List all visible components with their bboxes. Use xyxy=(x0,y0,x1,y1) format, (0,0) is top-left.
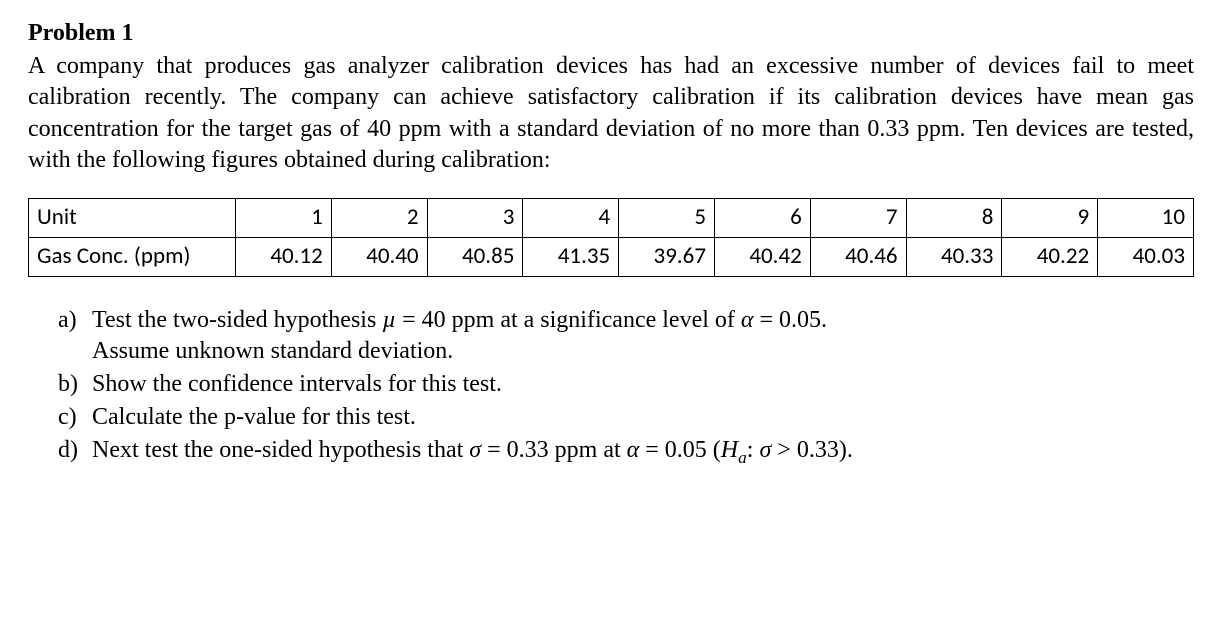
cell: 10 xyxy=(1098,198,1194,237)
cell: 8 xyxy=(906,198,1002,237)
text: Test the two-sided hypothesis xyxy=(92,307,382,333)
cell: 41.35 xyxy=(523,237,619,276)
row-label-unit: Unit xyxy=(29,198,236,237)
text: = 0.33 ppm xyxy=(481,437,597,463)
text: Next test the one-sided hypothesis that xyxy=(92,437,469,463)
question-label: b) xyxy=(58,369,92,400)
cell: 40.46 xyxy=(810,237,906,276)
text: = 0.05 xyxy=(639,437,713,463)
question-label: c) xyxy=(58,402,92,433)
cell: 9 xyxy=(1002,198,1098,237)
cell: 3 xyxy=(427,198,523,237)
question-a: a) Test the two-sided hypothesis µ = 40 … xyxy=(58,305,1194,367)
text: > 0.33 xyxy=(771,437,839,463)
cell: 40.40 xyxy=(331,237,427,276)
text: = 0.05 xyxy=(754,307,822,333)
cell: 40.42 xyxy=(714,237,810,276)
data-table: Unit 1 2 3 4 5 6 7 8 9 10 Gas Conc. (ppm… xyxy=(28,198,1194,277)
text: = 40 ppm xyxy=(396,307,494,333)
question-text: Test the two-sided hypothesis µ = 40 ppm… xyxy=(92,305,1194,367)
question-d: d) Next test the one-sided hypothesis th… xyxy=(58,435,1194,469)
row-label-conc: Gas Conc. (ppm) xyxy=(29,237,236,276)
mu-symbol: µ xyxy=(382,307,396,333)
questions-list: a) Test the two-sided hypothesis µ = 40 … xyxy=(28,305,1194,470)
text: at xyxy=(597,437,626,463)
question-c: c) Calculate the p-value for this test. xyxy=(58,402,1194,433)
text: at a significance level of xyxy=(494,307,741,333)
cell: 40.03 xyxy=(1098,237,1194,276)
cell: 39.67 xyxy=(619,237,715,276)
question-text: Show the confidence intervals for this t… xyxy=(92,369,1194,400)
alpha-symbol: α xyxy=(627,437,640,463)
text: : xyxy=(747,437,760,463)
question-a-line2: Assume unknown standard deviation. xyxy=(92,336,1194,367)
alpha-symbol: α xyxy=(741,307,754,333)
H-symbol: H xyxy=(721,437,738,463)
cell: 40.85 xyxy=(427,237,523,276)
question-label: a) xyxy=(58,305,92,336)
table-row: Gas Conc. (ppm) 40.12 40.40 40.85 41.35 … xyxy=(29,237,1194,276)
table-row: Unit 1 2 3 4 5 6 7 8 9 10 xyxy=(29,198,1194,237)
text: . xyxy=(821,307,827,333)
text: ). xyxy=(839,437,853,463)
sigma-symbol: σ xyxy=(759,437,771,463)
cell: 4 xyxy=(523,198,619,237)
problem-paragraph: A company that produces gas analyzer cal… xyxy=(28,51,1194,176)
cell: 40.33 xyxy=(906,237,1002,276)
question-text: Calculate the p-value for this test. xyxy=(92,402,1194,433)
H-subscript: a xyxy=(738,448,747,467)
question-text: Next test the one-sided hypothesis that … xyxy=(92,435,1194,469)
sigma-symbol: σ xyxy=(469,437,481,463)
problem-title: Problem 1 xyxy=(28,18,1194,49)
question-label: d) xyxy=(58,435,92,466)
cell: 40.22 xyxy=(1002,237,1098,276)
cell: 5 xyxy=(619,198,715,237)
cell: 40.12 xyxy=(236,237,332,276)
cell: 7 xyxy=(810,198,906,237)
cell: 2 xyxy=(331,198,427,237)
question-b: b) Show the confidence intervals for thi… xyxy=(58,369,1194,400)
text: ( xyxy=(713,437,721,463)
cell: 6 xyxy=(714,198,810,237)
cell: 1 xyxy=(236,198,332,237)
